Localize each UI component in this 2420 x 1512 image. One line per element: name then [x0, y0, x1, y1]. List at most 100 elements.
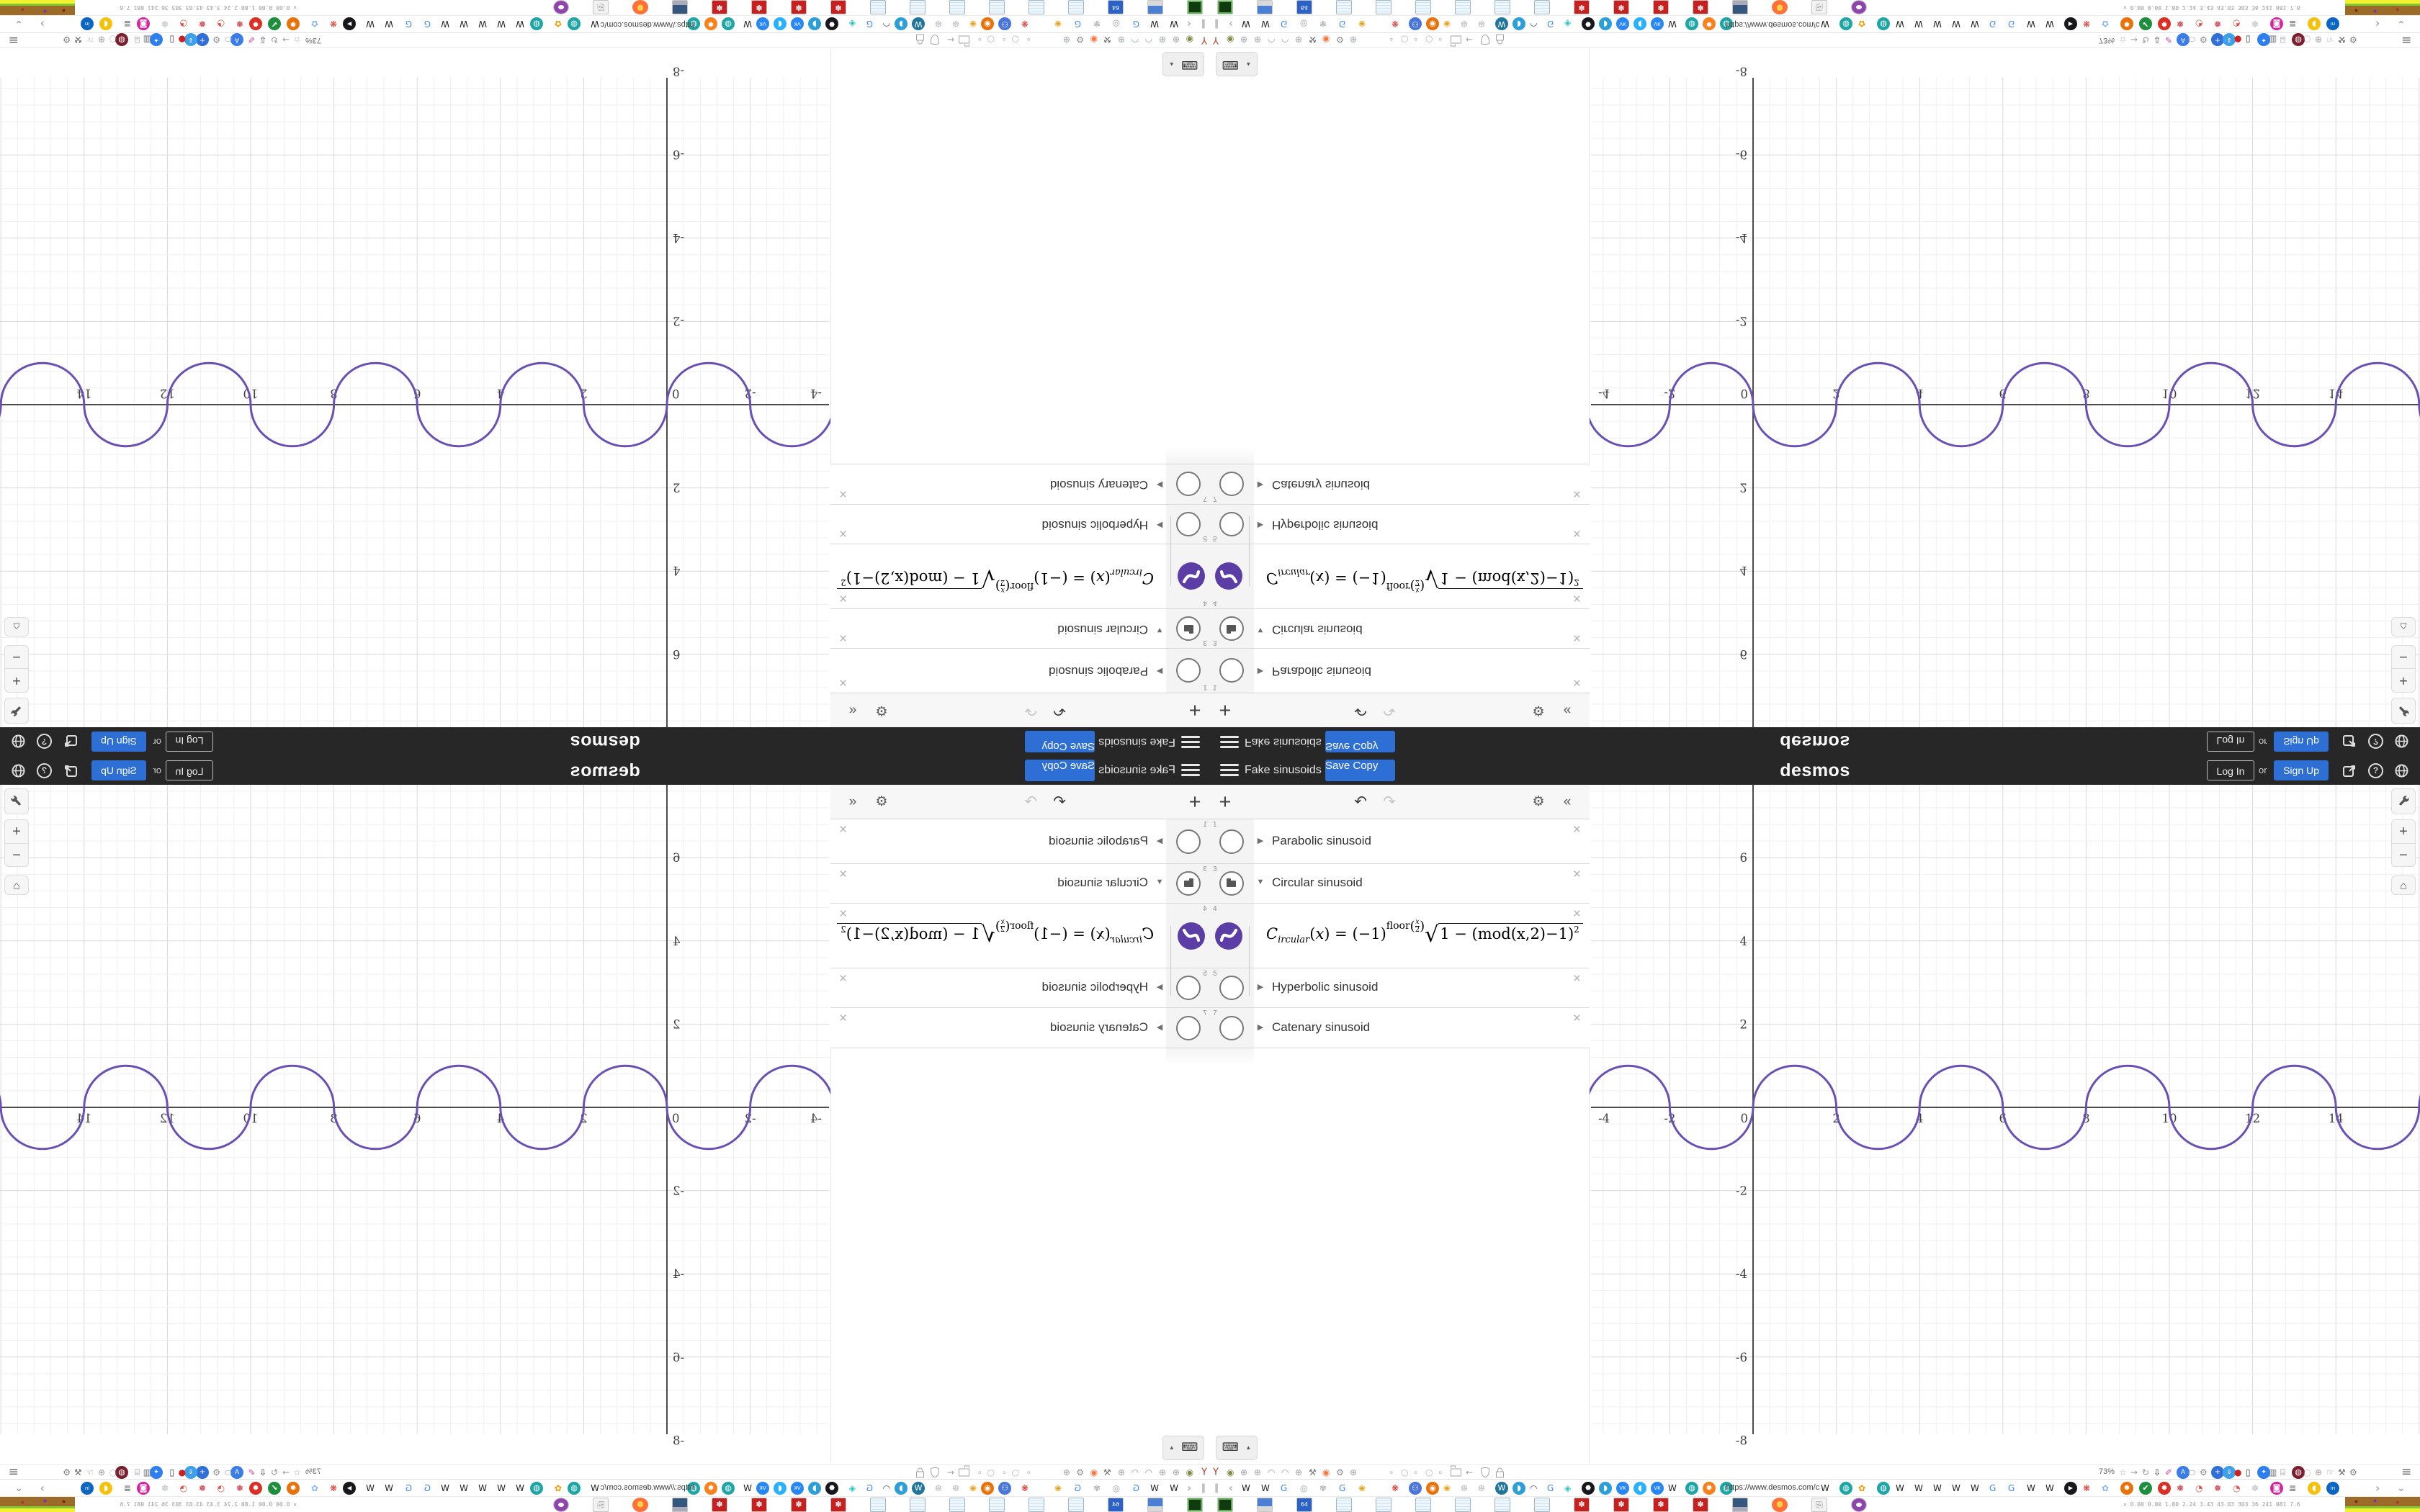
- headset-icon[interactable]: ◠: [1268, 1467, 1276, 1477]
- tab-favicon[interactable]: ◈: [1564, 1483, 1572, 1493]
- expression-formula[interactable]: Circular(x) = (−1)floor(x 2)√1 − (mod(x,2…: [1266, 918, 1583, 948]
- delete-row-button[interactable]: ×: [839, 590, 848, 606]
- share-icon[interactable]: [63, 734, 78, 749]
- main-menu-button[interactable]: [1181, 735, 1200, 748]
- main-menu-button[interactable]: [1181, 764, 1200, 777]
- undo-button[interactable]: ↶: [1354, 793, 1367, 810]
- reload-icon[interactable]: ↻: [2142, 1467, 2150, 1477]
- tab-favicon-google[interactable]: G: [2008, 1483, 2015, 1493]
- undo-button[interactable]: ↶: [1053, 702, 1066, 719]
- add-expression-button[interactable]: +: [1219, 698, 1232, 721]
- keyboard-toggle-button[interactable]: ⌨ ▲: [1162, 1436, 1204, 1460]
- folder-visibility-toggle[interactable]: [1219, 1015, 1244, 1040]
- expression-row-catenary[interactable]: 7 ▶ Catenary sinusoid ×: [830, 1008, 1210, 1048]
- expression-formula[interactable]: Circular(x) = (−1)floor(x 2)√1 − (mod(x,2…: [837, 565, 1154, 595]
- delete-row-button[interactable]: ×: [839, 486, 848, 501]
- tab-favicon[interactable]: ✹: [2158, 1482, 2171, 1495]
- bookmark-scroll[interactable]: ⎘: [1811, 1498, 1827, 1512]
- tab-favicon-wikipedia[interactable]: W: [1896, 1483, 1904, 1493]
- bookmark-redgear[interactable]: ✽: [1613, 0, 1629, 14]
- home-view-button[interactable]: ⌂: [2391, 617, 2416, 636]
- bookmark-notepad[interactable]: [1494, 0, 1510, 14]
- tab-list-icon[interactable]: ⌄: [2397, 1482, 2406, 1494]
- delete-row-button[interactable]: ×: [1572, 1011, 1581, 1026]
- bookmark-redgear[interactable]: ✽: [712, 0, 727, 14]
- expression-row-catenary[interactable]: 7 ▶ Catenary sinusoid ×: [830, 464, 1210, 504]
- pointer-extension-icon[interactable]: ☞: [2326, 1467, 2334, 1477]
- graph-canvas[interactable]: -4 -2 0 2 4 6 8 10 12 14 6 4 2 -2 -4 -6 -8: [1590, 0, 2420, 727]
- browser-menu-icon[interactable]: ≡: [8, 32, 19, 48]
- marker-extension-icon[interactable]: ✐: [2165, 1467, 2173, 1477]
- delete-row-button[interactable]: ×: [839, 675, 848, 690]
- shield-icon[interactable]: [1481, 1467, 1489, 1477]
- bookmark-firefox[interactable]: [1772, 1498, 1788, 1512]
- tab-favicon-gauge[interactable]: ◠: [1530, 1483, 1538, 1493]
- language-globe-icon[interactable]: [2394, 763, 2409, 778]
- save-copy-button[interactable]: Save Copy: [1025, 731, 1095, 752]
- bookmark-redgear[interactable]: ✽: [830, 0, 846, 14]
- folder-collapse-arrow[interactable]: ▼: [1155, 878, 1164, 886]
- bookmark-redgear[interactable]: ✽: [1613, 1498, 1629, 1512]
- expression-row-formula[interactable]: 4 Circular(x) = (−1)floor(x 2)√1 − (mod(x…: [1210, 904, 1590, 968]
- expression-row-parabolic[interactable]: 1 ▶ Parabolic sinusoid ×: [1210, 819, 1590, 864]
- tab-favicon[interactable]: ❀: [1443, 1483, 1451, 1493]
- expression-row-parabolic[interactable]: 1 ▶ Parabolic sinusoid ×: [830, 648, 1210, 693]
- delete-row-button[interactable]: ×: [1572, 590, 1581, 606]
- tab-favicon[interactable]: ✔: [2139, 1482, 2152, 1495]
- undo-button[interactable]: ↶: [1053, 793, 1066, 810]
- bookmark-screen[interactable]: [672, 1498, 688, 1512]
- delete-row-button[interactable]: ×: [1572, 675, 1581, 690]
- folder-visibility-toggle[interactable]: [1176, 976, 1201, 1000]
- bookmark-notepad[interactable]: [989, 1498, 1005, 1512]
- bookmark-bot[interactable]: [553, 1498, 569, 1512]
- graph-canvas[interactable]: -4 -2 0 2 4 6 8 10 12 14 6 4 2 -2 -4 -6 -8: [0, 785, 830, 1512]
- log-in-button[interactable]: Log In: [166, 732, 213, 752]
- lock-icon[interactable]: [1496, 1467, 1504, 1478]
- tab-favicon-video[interactable]: ▶: [2064, 1482, 2077, 1495]
- bookmark-firefox[interactable]: [632, 1498, 648, 1512]
- log-in-button[interactable]: Log In: [2207, 760, 2254, 780]
- bookmark-redgear[interactable]: ✽: [1653, 0, 1669, 14]
- globe-icon[interactable]: ⊕: [2315, 1467, 2323, 1477]
- expression-row-hyperbolic[interactable]: 5 ▶ Hyperbolic sinusoid ×: [830, 968, 1210, 1008]
- expression-row-circular[interactable]: 3 ▼ Circular sinusoid ×: [1210, 608, 1590, 648]
- bookmark-terminal[interactable]: [1187, 0, 1203, 14]
- delete-row-button[interactable]: ×: [839, 1011, 848, 1026]
- list-settings-button[interactable]: ⚙: [875, 703, 888, 718]
- tab-scroll-right-icon[interactable]: ›: [2375, 1481, 2380, 1495]
- zoom-out-button[interactable]: −: [12, 649, 21, 665]
- collapse-panel-button[interactable]: «: [848, 794, 857, 809]
- tab-favicon[interactable]: ◔: [2233, 1483, 2241, 1493]
- bookmark-notepad[interactable]: [1336, 0, 1352, 14]
- delete-row-button[interactable]: ×: [1572, 867, 1581, 882]
- tab-favicon[interactable]: ❅: [2177, 1483, 2184, 1493]
- expression-row-parabolic[interactable]: 1 ▶ Parabolic sinusoid ×: [1210, 648, 1590, 693]
- tab-scroll-right-icon[interactable]: ›: [40, 1481, 45, 1495]
- bookmark-redgear[interactable]: ✽: [1574, 1498, 1590, 1512]
- tab-favicon-wikipedia[interactable]: W: [2045, 1483, 2054, 1493]
- spark-extension-icon[interactable]: ✦: [2257, 1466, 2270, 1479]
- folder-collapse-arrow[interactable]: ▶: [1156, 480, 1163, 490]
- folder-visibility-toggle[interactable]: [1219, 871, 1244, 896]
- folder-visibility-toggle[interactable]: [1219, 616, 1244, 641]
- pin-icon[interactable]: Y: [1213, 1467, 1219, 1478]
- bookmark-notepad[interactable]: [1028, 0, 1044, 14]
- delete-row-button[interactable]: ×: [1572, 822, 1581, 837]
- expression-row-catenary[interactable]: 7 ▶ Catenary sinusoid ×: [1210, 464, 1590, 504]
- profile-avatar[interactable]: ◉: [1227, 1467, 1234, 1477]
- bookmark-monitor[interactable]: [1257, 0, 1273, 14]
- collapse-panel-button[interactable]: «: [1563, 703, 1572, 718]
- bookmark-redgear[interactable]: ✽: [791, 0, 807, 14]
- expression-row-formula[interactable]: 4 Circular(x) = (−1)floor(x 2)√1 − (mod(x…: [830, 904, 1210, 968]
- tab-favicon[interactable]: ❋: [1392, 1483, 1399, 1493]
- tab-favicon[interactable]: ❅: [2214, 1483, 2222, 1493]
- tab-favicon-list[interactable]: ≣: [2289, 1483, 2297, 1493]
- tab-favicon-wikipedia[interactable]: W: [1914, 1483, 1923, 1493]
- expression-row-hyperbolic[interactable]: 5 ▶ Hyperbolic sinusoid ×: [1210, 968, 1590, 1008]
- folder-visibility-toggle[interactable]: [1219, 829, 1244, 854]
- bookmark-notepad[interactable]: [1534, 0, 1550, 14]
- globe-icon[interactable]: ⊕: [1240, 1467, 1248, 1477]
- bookmark-scroll[interactable]: ⎘: [593, 0, 609, 14]
- circle-icon[interactable]: ○: [1425, 1467, 1433, 1477]
- tab-favicon-wordpress[interactable]: W: [1495, 1482, 1508, 1495]
